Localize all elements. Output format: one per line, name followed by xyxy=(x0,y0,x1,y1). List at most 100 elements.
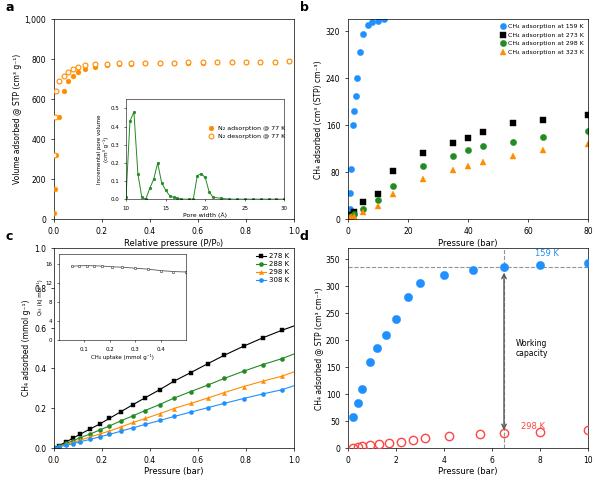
288 K xyxy=(142,408,149,413)
N₂ adsorption @ 77 K xyxy=(156,60,163,66)
CH₄ adsorption at 323 K xyxy=(479,159,487,165)
N₂ adsorption @ 77 K xyxy=(60,89,67,94)
N₂ desorption @ 77 K xyxy=(286,58,293,64)
298 K xyxy=(204,395,211,401)
CH₄ adsorption at 323 K xyxy=(347,215,354,221)
278 K xyxy=(259,335,266,341)
Line: CH₄ adsorption at 273 K: CH₄ adsorption at 273 K xyxy=(345,112,591,222)
N₂ desorption @ 77 K xyxy=(55,78,62,84)
278 K xyxy=(240,343,247,349)
298 K xyxy=(170,406,178,412)
CH₄ adsorption at 323 K xyxy=(509,153,517,159)
298 K xyxy=(142,415,149,421)
Line: 278 K: 278 K xyxy=(52,322,301,450)
Y-axis label: CH₄ adsorbed (mmol g⁻¹): CH₄ adsorbed (mmol g⁻¹) xyxy=(22,300,31,396)
288 K xyxy=(204,382,211,388)
X-axis label: Pressure (bar): Pressure (bar) xyxy=(438,468,498,476)
CH₄ adsorption at 273 K xyxy=(479,130,487,135)
278 K xyxy=(55,443,62,449)
CH₄ adsorption at 298 K xyxy=(346,215,353,221)
CH₄ adsorption at 159 K xyxy=(350,108,358,113)
CH₄ adsorption at 323 K xyxy=(344,216,352,222)
308 K xyxy=(295,381,302,387)
N₂ desorption @ 77 K xyxy=(50,152,58,158)
N₂ adsorption @ 77 K xyxy=(199,60,206,66)
308 K xyxy=(55,444,62,450)
CH₄ adsorption at 323 K xyxy=(539,147,547,153)
CH₄ adsorption at 273 K xyxy=(509,120,517,126)
N₂ desorption @ 77 K xyxy=(214,59,221,65)
N₂ desorption @ 77 K xyxy=(52,114,59,120)
N₂ desorption @ 77 K xyxy=(91,61,98,67)
N₂ adsorption @ 77 K xyxy=(82,66,89,72)
CH₄ adsorption at 298 K xyxy=(344,216,352,222)
308 K xyxy=(278,387,286,393)
N₂ adsorption @ 77 K xyxy=(228,59,235,65)
298 K xyxy=(77,437,84,443)
Legend: 278 K, 288 K, 298 K, 308 K: 278 K, 288 K, 298 K, 308 K xyxy=(254,252,290,285)
CH₄ adsorption at 159 K xyxy=(380,17,388,22)
CH₄ adsorption at 273 K xyxy=(389,168,397,174)
N₂ adsorption @ 77 K xyxy=(115,61,122,67)
N₂ desorption @ 77 K xyxy=(242,59,250,65)
Y-axis label: CH₄ adsorbed @ STP (cm³ cm⁻³): CH₄ adsorbed @ STP (cm³ cm⁻³) xyxy=(314,287,323,410)
CH₄ adsorption at 159 K xyxy=(346,211,353,217)
308 K xyxy=(62,442,70,448)
X-axis label: Relative pressure (P/P₀): Relative pressure (P/P₀) xyxy=(124,239,224,247)
CH₄ adsorption at 298 K xyxy=(350,211,358,217)
278 K xyxy=(295,321,302,327)
CH₄ adsorption at 298 K xyxy=(374,197,382,203)
298 K xyxy=(221,390,228,395)
298 K xyxy=(50,445,58,451)
N₂ adsorption @ 77 K xyxy=(52,186,59,192)
278 K xyxy=(221,352,228,358)
Legend: N₂ adsorption @ 77 K, N₂ desorption @ 77 K: N₂ adsorption @ 77 K, N₂ desorption @ 77… xyxy=(206,124,286,140)
CH₄ adsorption at 273 K xyxy=(359,199,367,205)
278 K xyxy=(142,395,149,401)
CH₄ adsorption at 323 K xyxy=(350,213,358,219)
N₂ desorption @ 77 K xyxy=(115,60,122,66)
CH₄ adsorption at 273 K xyxy=(350,208,358,214)
N₂ adsorption @ 77 K xyxy=(142,60,149,66)
288 K xyxy=(70,438,77,444)
288 K xyxy=(187,389,194,394)
Legend: CH₄ adsorption at 159 K, CH₄ adsorption at 273 K, CH₄ adsorption at 298 K, CH₄ a: CH₄ adsorption at 159 K, CH₄ adsorption … xyxy=(499,22,585,56)
CH₄ adsorption at 298 K xyxy=(584,128,592,134)
288 K xyxy=(221,375,228,381)
X-axis label: Pressure (bar): Pressure (bar) xyxy=(438,239,498,247)
308 K xyxy=(259,391,266,397)
298 K xyxy=(96,431,103,437)
N₂ desorption @ 77 K xyxy=(228,59,235,65)
N₂ adsorption @ 77 K xyxy=(271,59,278,65)
CH₄ adsorption at 298 K xyxy=(347,213,355,219)
CH₄ adsorption at 298 K xyxy=(347,214,354,220)
298 K xyxy=(295,367,302,373)
CH₄ adsorption at 273 K xyxy=(419,150,427,156)
N₂ adsorption @ 77 K xyxy=(286,58,293,64)
CH₄ adsorption at 273 K xyxy=(584,112,592,117)
CH₄ adsorption at 159 K xyxy=(359,31,367,37)
N₂ adsorption @ 77 K xyxy=(185,60,192,66)
308 K xyxy=(50,445,58,451)
298 K xyxy=(86,434,94,440)
278 K xyxy=(118,409,125,414)
CH₄ adsorption at 159 K xyxy=(349,122,356,128)
278 K xyxy=(77,431,84,437)
CH₄ adsorption at 273 K xyxy=(347,213,354,219)
CH₄ adsorption at 298 K xyxy=(509,139,517,145)
N₂ adsorption @ 77 K xyxy=(65,78,72,84)
Text: 159 K: 159 K xyxy=(535,249,559,258)
298 K xyxy=(156,411,163,416)
Text: d: d xyxy=(300,230,309,244)
278 K xyxy=(62,439,70,445)
288 K xyxy=(118,418,125,424)
308 K xyxy=(142,422,149,428)
278 K xyxy=(106,415,113,421)
CH₄ adsorption at 159 K xyxy=(352,93,359,99)
278 K xyxy=(130,402,137,408)
N₂ adsorption @ 77 K xyxy=(70,74,77,79)
278 K xyxy=(70,435,77,441)
N₂ desorption @ 77 K xyxy=(156,60,163,66)
308 K xyxy=(118,428,125,434)
CH₄ adsorption at 159 K xyxy=(356,49,364,55)
